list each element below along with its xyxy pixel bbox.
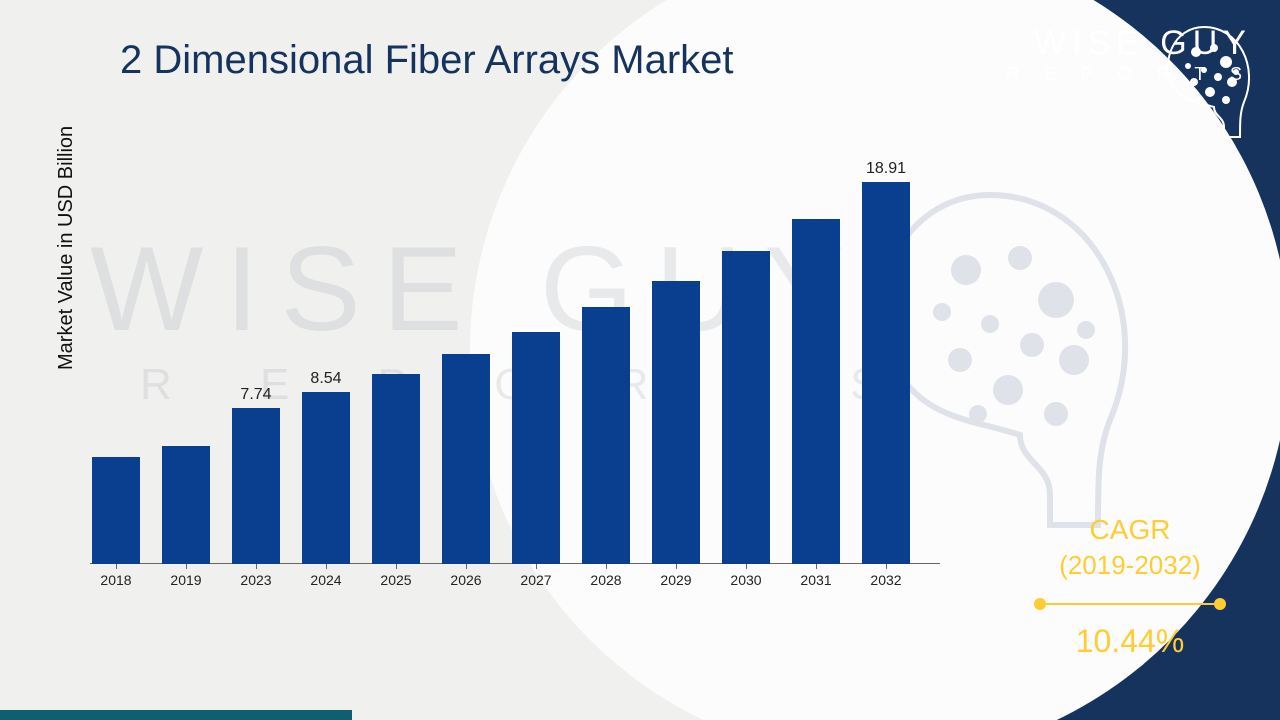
- cagr-value: 10.44%: [1020, 623, 1240, 660]
- bar: [162, 446, 210, 564]
- x-tick-mark: [606, 564, 607, 569]
- x-tick-label: 2024: [291, 572, 361, 588]
- logo-line1: WISE GUY: [992, 26, 1252, 62]
- bar-value-label: 8.54: [302, 370, 350, 388]
- x-tick-label: 2023: [221, 572, 291, 588]
- bar: [512, 332, 560, 564]
- x-tick-mark: [256, 564, 257, 569]
- x-tick-mark: [466, 564, 467, 569]
- x-tick-label: 2030: [711, 572, 781, 588]
- x-tick-label: 2028: [571, 572, 641, 588]
- brand-logo: WISE GUY R E P O R T S: [992, 26, 1252, 85]
- x-tick-label: 2026: [431, 572, 501, 588]
- bar: [582, 307, 630, 564]
- x-tick-label: 2031: [781, 572, 851, 588]
- bar-value-label: 7.74: [232, 386, 280, 404]
- bar-chart: 20182019 7.74 2023 8.54 20242025202620272028…: [50, 160, 940, 590]
- x-tick-mark: [816, 564, 817, 569]
- chart-title: 2 Dimensional Fiber Arrays Market: [120, 38, 734, 83]
- x-tick-label: 2027: [501, 572, 571, 588]
- bar: [92, 457, 140, 564]
- x-tick-label: 2029: [641, 572, 711, 588]
- bar-value-label: 18.91: [862, 160, 910, 178]
- bar: 7.74: [232, 408, 280, 564]
- bar: [792, 219, 840, 564]
- bar: [722, 251, 770, 564]
- x-tick-label: 2019: [151, 572, 221, 588]
- x-tick-mark: [536, 564, 537, 569]
- report-slide: 2 Dimensional Fiber Arrays Market WISE G…: [0, 0, 1280, 720]
- footer-accent-bar: [0, 710, 352, 720]
- plot-area: 201820197.7420238.5420242025202620272028…: [90, 160, 940, 564]
- logo-line2: R E P O R T S: [992, 64, 1252, 85]
- x-tick-mark: [396, 564, 397, 569]
- bar: 8.54: [302, 392, 350, 565]
- bar: [442, 354, 490, 564]
- bar: 18.91: [862, 182, 910, 564]
- cagr-panel: CAGR (2019-2032) 10.44%: [1020, 514, 1240, 660]
- x-tick-mark: [326, 564, 327, 569]
- x-tick-mark: [746, 564, 747, 569]
- cagr-label: CAGR: [1020, 514, 1240, 546]
- bar: [372, 374, 420, 564]
- x-tick-mark: [186, 564, 187, 569]
- x-tick-mark: [116, 564, 117, 569]
- x-tick-label: 2032: [851, 572, 921, 588]
- x-tick-mark: [886, 564, 887, 569]
- cagr-divider: [1040, 603, 1220, 605]
- x-tick-label: 2018: [81, 572, 151, 588]
- x-tick-label: 2025: [361, 572, 431, 588]
- cagr-range: (2019-2032): [1020, 550, 1240, 581]
- x-tick-mark: [676, 564, 677, 569]
- bar: [652, 281, 700, 564]
